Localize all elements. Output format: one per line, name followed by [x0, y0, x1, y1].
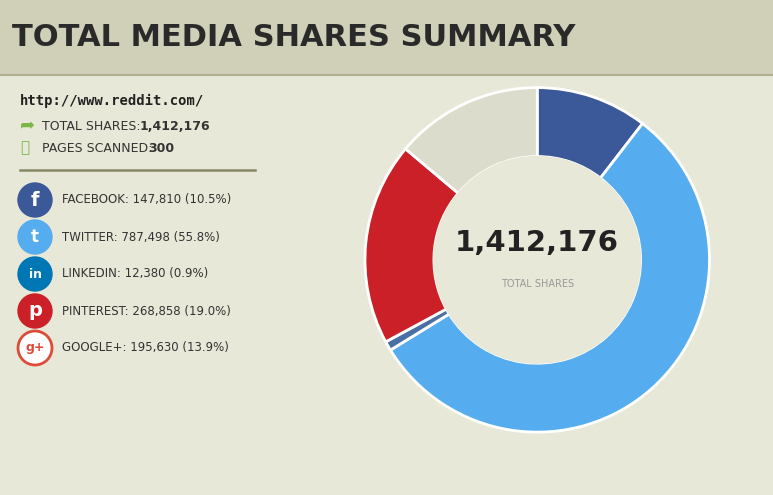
Circle shape	[18, 331, 52, 365]
Text: 1,412,176: 1,412,176	[140, 120, 210, 134]
Circle shape	[434, 156, 641, 363]
Text: TOTAL SHARES: TOTAL SHARES	[501, 279, 574, 289]
Circle shape	[18, 220, 52, 254]
Text: f: f	[31, 191, 39, 209]
Circle shape	[18, 257, 52, 291]
Text: t: t	[31, 228, 39, 246]
Text: 1,412,176: 1,412,176	[455, 229, 619, 256]
Wedge shape	[537, 88, 642, 178]
Text: TOTAL SHARES:: TOTAL SHARES:	[42, 120, 145, 134]
Text: PAGES SCANNED:: PAGES SCANNED:	[42, 142, 156, 154]
Wedge shape	[406, 88, 537, 193]
Wedge shape	[386, 309, 449, 350]
Text: PINTEREST: 268,858 (19.0%): PINTEREST: 268,858 (19.0%)	[62, 304, 231, 317]
Text: in: in	[29, 267, 42, 281]
Text: p: p	[28, 301, 42, 320]
Text: ⎘: ⎘	[20, 141, 29, 155]
Text: LINKEDIN: 12,380 (0.9%): LINKEDIN: 12,380 (0.9%)	[62, 267, 208, 281]
Wedge shape	[365, 149, 458, 342]
Text: GOOGLE+: 195,630 (13.9%): GOOGLE+: 195,630 (13.9%)	[62, 342, 229, 354]
Text: ➦: ➦	[20, 118, 35, 136]
Text: TOTAL MEDIA SHARES SUMMARY: TOTAL MEDIA SHARES SUMMARY	[12, 22, 575, 51]
Text: 300: 300	[148, 142, 174, 154]
Text: http://www.reddit.com/: http://www.reddit.com/	[20, 94, 204, 108]
Text: TWITTER: 787,498 (55.8%): TWITTER: 787,498 (55.8%)	[62, 231, 220, 244]
Wedge shape	[390, 124, 710, 432]
Text: g+: g+	[26, 342, 45, 354]
Circle shape	[18, 294, 52, 328]
FancyBboxPatch shape	[0, 0, 773, 75]
Text: FACEBOOK: 147,810 (10.5%): FACEBOOK: 147,810 (10.5%)	[62, 194, 231, 206]
Circle shape	[18, 183, 52, 217]
